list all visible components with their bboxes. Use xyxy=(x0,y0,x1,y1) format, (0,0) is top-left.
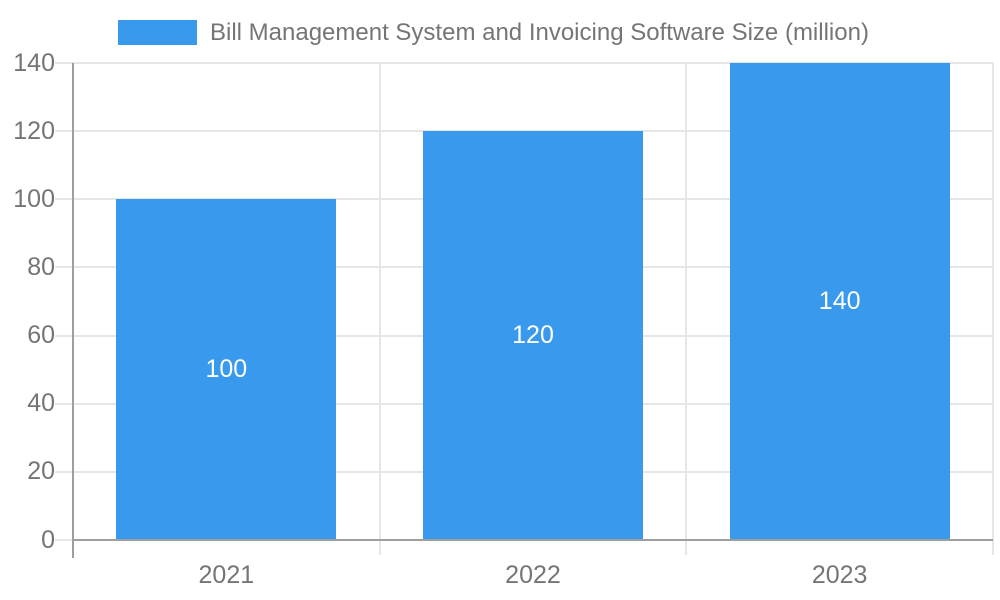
bar-2023[interactable]: 140 xyxy=(729,63,950,540)
x-axis-tick-label: 2023 xyxy=(811,561,868,589)
gridline xyxy=(73,62,993,64)
y-axis-tick-label: 20 xyxy=(27,457,55,486)
bar-2021[interactable]: 100 xyxy=(116,199,337,540)
y-axis-tick xyxy=(55,62,73,64)
vertical-gridline xyxy=(992,63,994,555)
y-axis-tick-label: 60 xyxy=(27,321,55,350)
x-axis-tick-label: 2021 xyxy=(198,561,255,589)
y-axis-tick xyxy=(55,334,73,337)
legend-label: Bill Management System and Invoicing Sof… xyxy=(210,19,869,46)
bar-2022[interactable]: 120 xyxy=(423,131,643,540)
plot-area: 0 20 40 60 80 100 120 140 100 120 140 2021 2022 2023 xyxy=(13,50,994,589)
bar-value-label: 100 xyxy=(205,355,248,384)
y-axis-tick xyxy=(55,470,73,473)
x-axis-baseline xyxy=(73,539,993,541)
y-axis-tick xyxy=(55,402,73,405)
vertical-gridline xyxy=(378,63,381,555)
y-axis-tick xyxy=(55,266,73,269)
x-axis-tick-label: 2022 xyxy=(505,561,561,589)
y-axis-tick-label: 140 xyxy=(13,48,55,77)
bar-value-label: 140 xyxy=(818,287,861,315)
y-axis-tick-label: 100 xyxy=(13,184,55,213)
legend-swatch-icon xyxy=(118,20,197,45)
y-axis-line xyxy=(72,63,74,558)
legend: Bill Management System and Invoicing Sof… xyxy=(118,20,869,45)
y-axis-tick-label: 40 xyxy=(27,389,55,418)
y-axis-tick-label: 120 xyxy=(13,116,55,145)
y-axis-tick-label: 0 xyxy=(41,525,55,554)
y-axis-tick-label: 80 xyxy=(27,252,55,281)
bar-value-label: 120 xyxy=(512,321,554,350)
vertical-gridline xyxy=(685,63,688,555)
y-axis-tick xyxy=(55,198,73,201)
y-axis-tick xyxy=(55,130,73,133)
y-axis-tick xyxy=(55,539,73,541)
